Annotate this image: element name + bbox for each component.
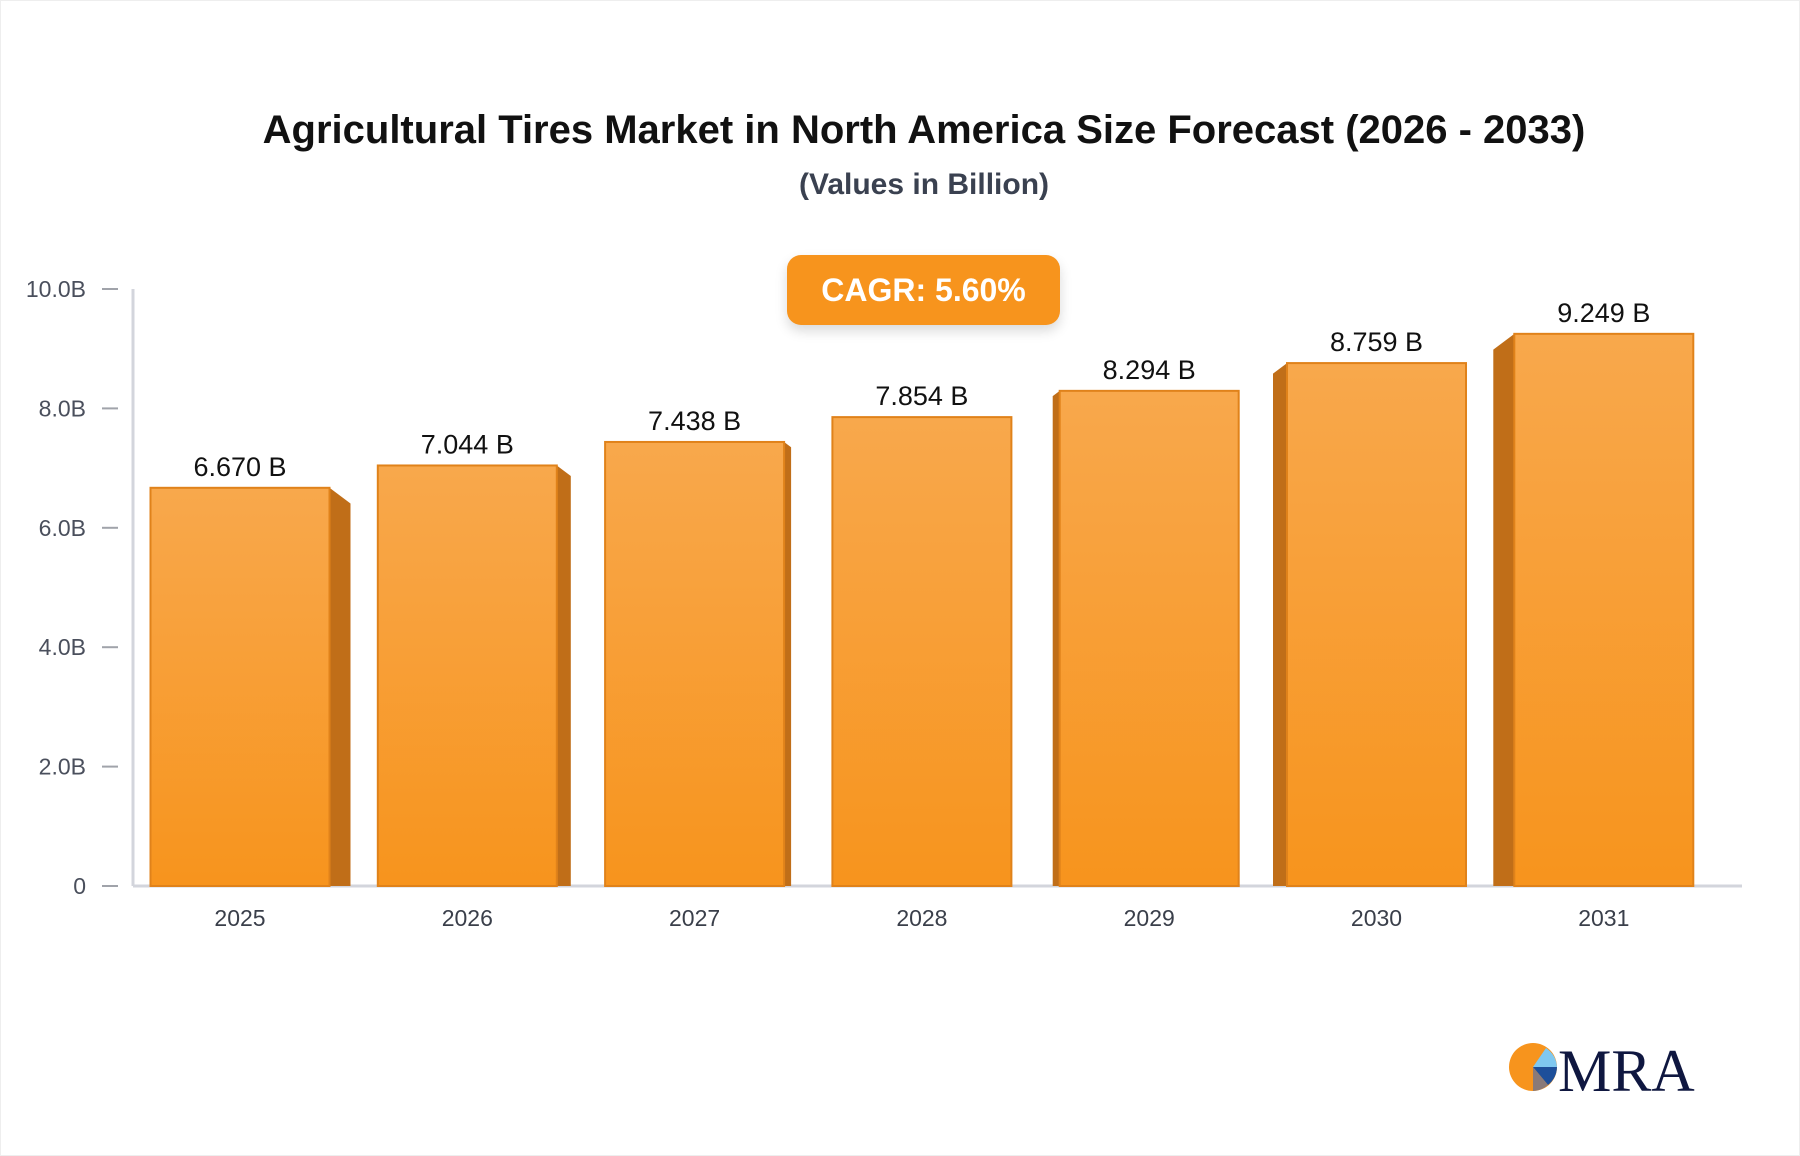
cagr-badge: CAGR: 5.60%: [787, 255, 1060, 325]
bar-side: [329, 487, 351, 886]
y-tick-label: 6.0B: [39, 515, 86, 541]
bar-side: [1273, 363, 1287, 886]
bar-side: [1493, 333, 1515, 886]
y-tick-label: 8.0B: [39, 395, 86, 421]
x-tick-label: 2025: [214, 905, 265, 931]
bar: [1286, 362, 1467, 887]
data-label: 6.670 B: [193, 452, 286, 482]
x-tick-label: 2029: [1124, 905, 1175, 931]
mra-logo: MRA: [1509, 1040, 1695, 1100]
x-tick-label: 2026: [442, 905, 493, 931]
bar: [1513, 332, 1695, 887]
bar: [831, 416, 1013, 887]
y-tick-label: 0: [73, 873, 86, 899]
bar-side: [784, 441, 792, 886]
bar: [604, 440, 786, 887]
y-tick-label: 2.0B: [39, 754, 86, 780]
chart-title: Agricultural Tires Market in North Ameri…: [262, 108, 1586, 152]
bar-side: [1052, 390, 1060, 886]
data-label: 9.249 B: [1557, 298, 1650, 328]
data-label: 7.438 B: [648, 406, 741, 436]
chart-subtitle: (Values in Billion): [798, 168, 1050, 201]
data-label: 8.294 B: [1103, 355, 1196, 385]
bar: [1058, 389, 1240, 887]
y-tick-label: 10.0B: [26, 276, 86, 302]
x-tick-label: 2031: [1578, 905, 1629, 931]
x-tick-label: 2030: [1351, 905, 1402, 931]
bar: [376, 464, 558, 887]
data-label: 7.044 B: [421, 429, 514, 459]
logo-text: MRA: [1558, 1040, 1695, 1100]
data-label: 8.759 B: [1330, 327, 1423, 357]
data-label: 7.854 B: [875, 381, 968, 411]
bar: [149, 486, 331, 887]
x-tick-label: 2028: [896, 905, 947, 931]
y-tick-label: 4.0B: [39, 634, 86, 660]
bar-side: [556, 465, 571, 886]
x-tick-label: 2027: [669, 905, 720, 931]
